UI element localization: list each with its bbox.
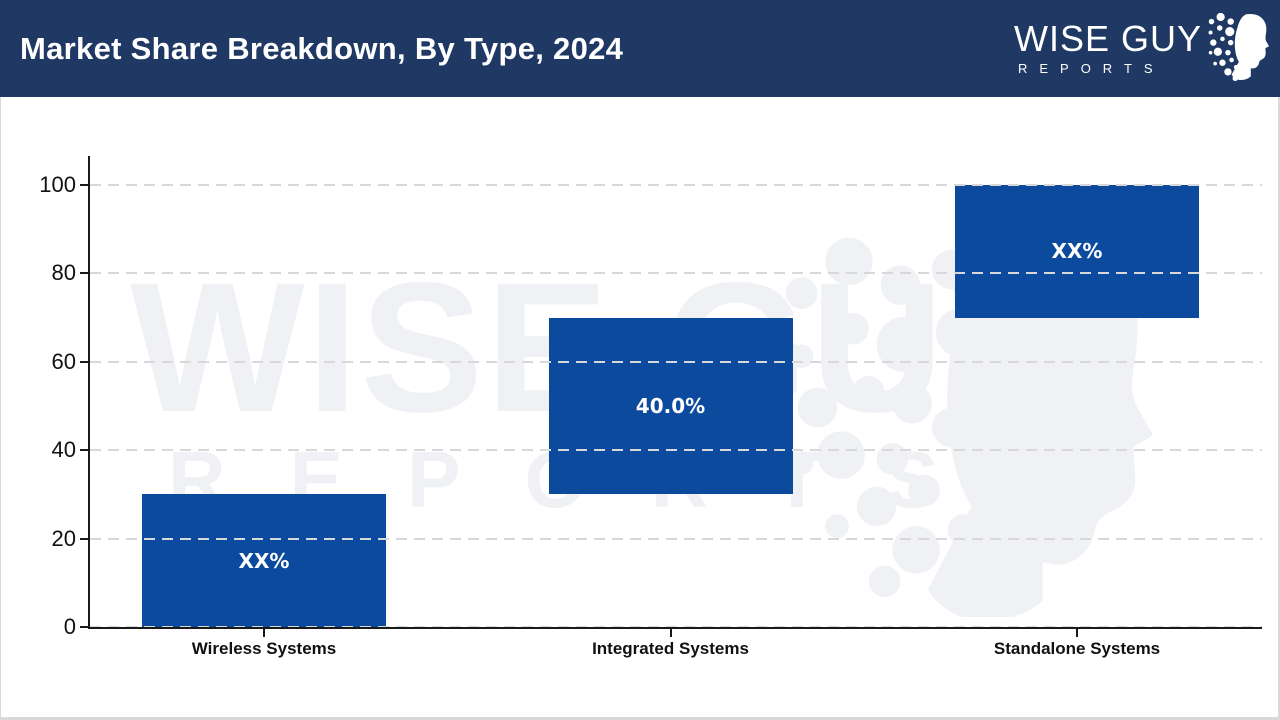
gridline-40	[90, 449, 1262, 452]
card-border-left	[0, 97, 1, 720]
bar-wireless-systems	[142, 494, 386, 627]
card-border-bottom	[0, 717, 1280, 720]
page-title: Market Share Breakdown, By Type, 2024	[20, 30, 624, 66]
logo-text-primary: WISE GUY	[1013, 18, 1202, 59]
y-tick-label: 0	[63, 614, 76, 639]
logo-text: WISE GUY REPORTS	[1013, 18, 1202, 77]
y-tick-label: 80	[51, 260, 76, 286]
bar-value-label: XX%	[1051, 239, 1103, 264]
x-category-label-standalone-systems: Standalone Systems	[993, 639, 1161, 658]
x-tick	[669, 629, 672, 637]
y-tick	[80, 537, 89, 540]
y-tick	[80, 272, 89, 275]
x-tick	[263, 629, 265, 637]
y-tick	[80, 360, 89, 363]
y-tick-label: 40	[51, 437, 76, 463]
x-category-label-integrated-systems: Integrated Systems	[592, 639, 749, 658]
y-tick-label: 60	[51, 348, 76, 374]
wise-guy-logo: WISE GUY REPORTS	[1014, 10, 1270, 88]
bar-value-label: XX%	[238, 548, 290, 573]
x-tick	[1076, 629, 1078, 637]
y-tick-label: 20	[51, 525, 76, 551]
y-tick-label: 100	[39, 172, 76, 197]
x-axis	[88, 627, 1262, 629]
y-tick	[80, 449, 89, 452]
gridline-100	[90, 184, 1262, 186]
x-category-label-wireless-systems: Wireless Systems	[191, 639, 337, 658]
y-tick	[80, 184, 89, 186]
bar-value-label: 40.0%	[635, 394, 706, 418]
y-tick	[80, 626, 89, 628]
y-axis	[88, 156, 90, 629]
bar-integrated-systems	[548, 317, 793, 495]
gridline-80	[90, 272, 1262, 275]
logo-face-icon	[1208, 12, 1270, 81]
gridline-60	[90, 360, 1262, 363]
logo-text-secondary: REPORTS	[1017, 61, 1165, 76]
header: Market Share Breakdown, By Type, 2024 WI…	[0, 0, 1280, 97]
gridline-20	[90, 537, 1262, 540]
card-border-right	[1278, 97, 1280, 720]
